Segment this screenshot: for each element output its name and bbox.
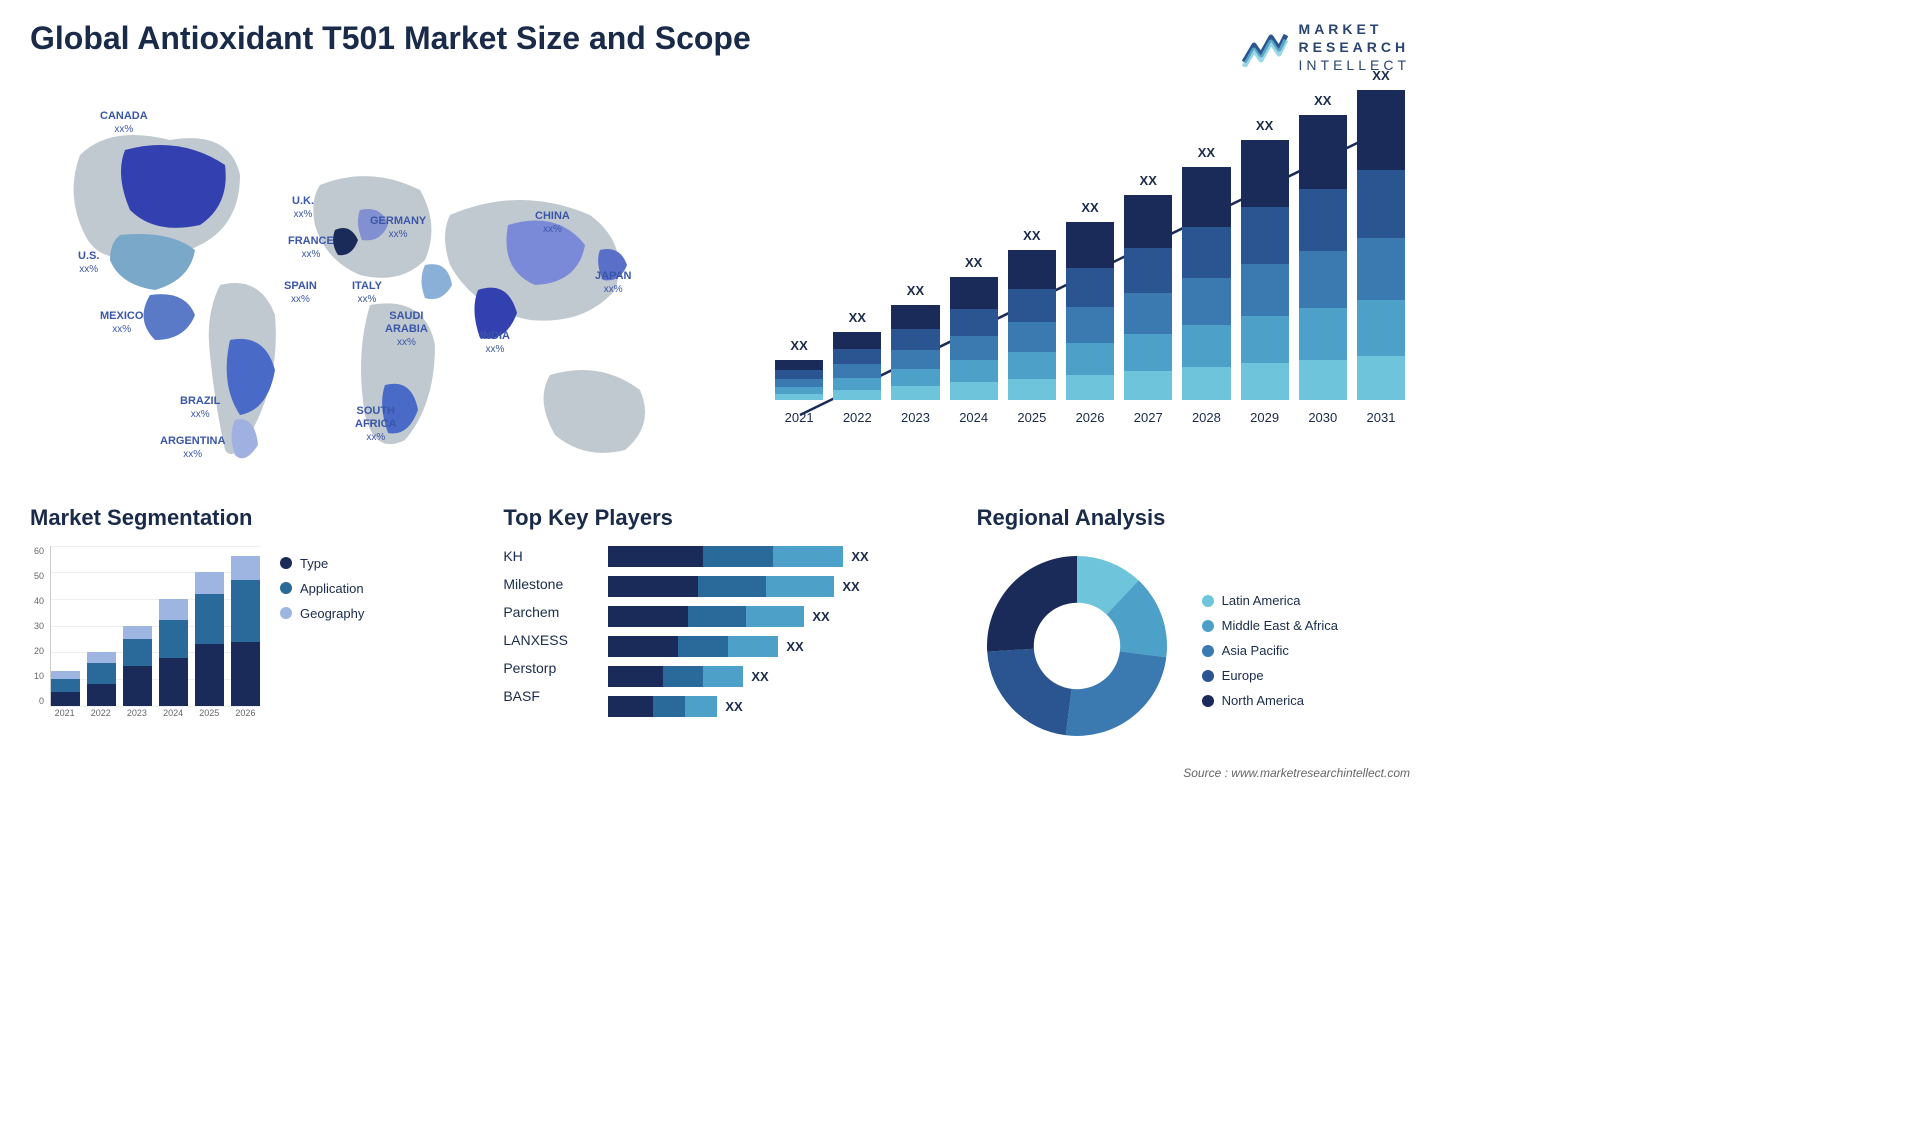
players-panel: Top Key Players KH Milestone Parchem LANXES… — [503, 505, 936, 746]
player-bar-row: XX — [608, 666, 936, 687]
legend-item: North America — [1202, 693, 1338, 708]
map-label: U.S.xx% — [78, 250, 99, 276]
logo-icon — [1239, 27, 1289, 67]
player-name: KH — [503, 548, 593, 564]
bar-column: XX 2031 — [1357, 68, 1405, 425]
bar-column: XX 2021 — [775, 338, 823, 425]
logo-line1: MARKET — [1299, 20, 1410, 38]
bar-column: XX 2023 — [891, 283, 939, 425]
player-name: Parchem — [503, 604, 593, 620]
map-label: ITALYxx% — [352, 280, 382, 306]
regional-legend: Latin America Middle East & Africa Asia Pa… — [1202, 593, 1338, 708]
player-bar-row: XX — [608, 576, 936, 597]
player-bar-row: XX — [608, 606, 936, 627]
bar-year-label: 2021 — [785, 410, 814, 425]
segmentation-title: Market Segmentation — [30, 505, 463, 531]
bar-column: XX 2025 — [1008, 228, 1056, 425]
player-name: LANXESS — [503, 632, 593, 648]
legend-item: Type — [280, 556, 364, 571]
regional-donut-chart — [977, 546, 1177, 746]
bar-column: XX 2027 — [1124, 173, 1172, 425]
bar-year-label: 2029 — [1250, 410, 1279, 425]
segmentation-panel: Market Segmentation 6050403020100 202120… — [30, 505, 463, 746]
bar-year-label: 2027 — [1134, 410, 1163, 425]
player-name: Perstorp — [503, 660, 593, 676]
source-text: Source : www.marketresearchintellect.com — [30, 766, 1410, 780]
segmentation-chart: 6050403020100 202120222023202420252026 — [30, 546, 260, 726]
bar-column: XX 2030 — [1299, 93, 1347, 425]
bar-value-label: XX — [1140, 173, 1157, 188]
logo-line2: RESEARCH — [1299, 38, 1410, 56]
bar-year-label: 2031 — [1367, 410, 1396, 425]
bar-year-label: 2026 — [1076, 410, 1105, 425]
map-label: GERMANYxx% — [370, 215, 426, 241]
player-bar-row: XX — [608, 546, 936, 567]
regional-title: Regional Analysis — [977, 505, 1410, 531]
bar-column: XX 2022 — [833, 310, 881, 425]
legend-item: Asia Pacific — [1202, 643, 1338, 658]
map-label: SPAINxx% — [284, 280, 317, 306]
legend-item: Geography — [280, 606, 364, 621]
bar-value-label: XX — [790, 338, 807, 353]
map-label: SOUTHAFRICAxx% — [355, 405, 397, 445]
player-bar-row: XX — [608, 636, 936, 657]
map-label: U.K.xx% — [292, 195, 314, 221]
logo: MARKET RESEARCH INTELLECT — [1239, 20, 1410, 75]
bar-value-label: XX — [1198, 145, 1215, 160]
player-bar-chart: XX XX XX XX XX XX — [608, 546, 936, 717]
map-label: BRAZILxx% — [180, 395, 220, 421]
bar-column: XX 2028 — [1182, 145, 1230, 425]
bar-value-label: XX — [1256, 118, 1273, 133]
bar-year-label: 2025 — [1017, 410, 1046, 425]
regional-panel: Regional Analysis Latin America Middle Ea… — [977, 505, 1410, 746]
bar-year-label: 2028 — [1192, 410, 1221, 425]
map-label: CHINAxx% — [535, 210, 570, 236]
player-name: BASF — [503, 688, 593, 704]
bar-year-label: 2023 — [901, 410, 930, 425]
segmentation-legend: Type Application Geography — [280, 556, 364, 726]
main-bar-chart: XX 2021 XX 2022 XX 2023 XX 2024 XX 2025 XX 2026 XX 20… — [770, 95, 1410, 475]
bar-value-label: XX — [849, 310, 866, 325]
bar-value-label: XX — [907, 283, 924, 298]
legend-item: Europe — [1202, 668, 1338, 683]
bar-value-label: XX — [1023, 228, 1040, 243]
bar-value-label: XX — [1081, 200, 1098, 215]
players-title: Top Key Players — [503, 505, 936, 531]
legend-item: Latin America — [1202, 593, 1338, 608]
legend-item: Application — [280, 581, 364, 596]
bar-year-label: 2024 — [959, 410, 988, 425]
bar-value-label: XX — [1372, 68, 1389, 83]
map-label: CANADAxx% — [100, 110, 148, 136]
bar-year-label: 2022 — [843, 410, 872, 425]
bar-column: XX 2024 — [950, 255, 998, 425]
page-title: Global Antioxidant T501 Market Size and … — [30, 20, 751, 57]
map-label: JAPANxx% — [595, 270, 631, 296]
player-bar-row: XX — [608, 696, 936, 717]
map-label: ARGENTINAxx% — [160, 435, 225, 461]
bar-year-label: 2030 — [1308, 410, 1337, 425]
world-map-panel: CANADAxx% U.S.xx% MEXICOxx% BRAZILxx% ARGENT… — [30, 95, 730, 475]
map-label: SAUDIARABIAxx% — [385, 310, 428, 350]
bar-column: XX 2029 — [1241, 118, 1289, 425]
bar-column: XX 2026 — [1066, 200, 1114, 425]
map-label: FRANCExx% — [288, 235, 334, 261]
bar-value-label: XX — [965, 255, 982, 270]
map-label: INDIAxx% — [480, 330, 510, 356]
map-label: MEXICOxx% — [100, 310, 143, 336]
player-name: Milestone — [503, 576, 593, 592]
bar-value-label: XX — [1314, 93, 1331, 108]
player-name-list: KH Milestone Parchem LANXESS Perstorp BASF — [503, 548, 593, 717]
legend-item: Middle East & Africa — [1202, 618, 1338, 633]
